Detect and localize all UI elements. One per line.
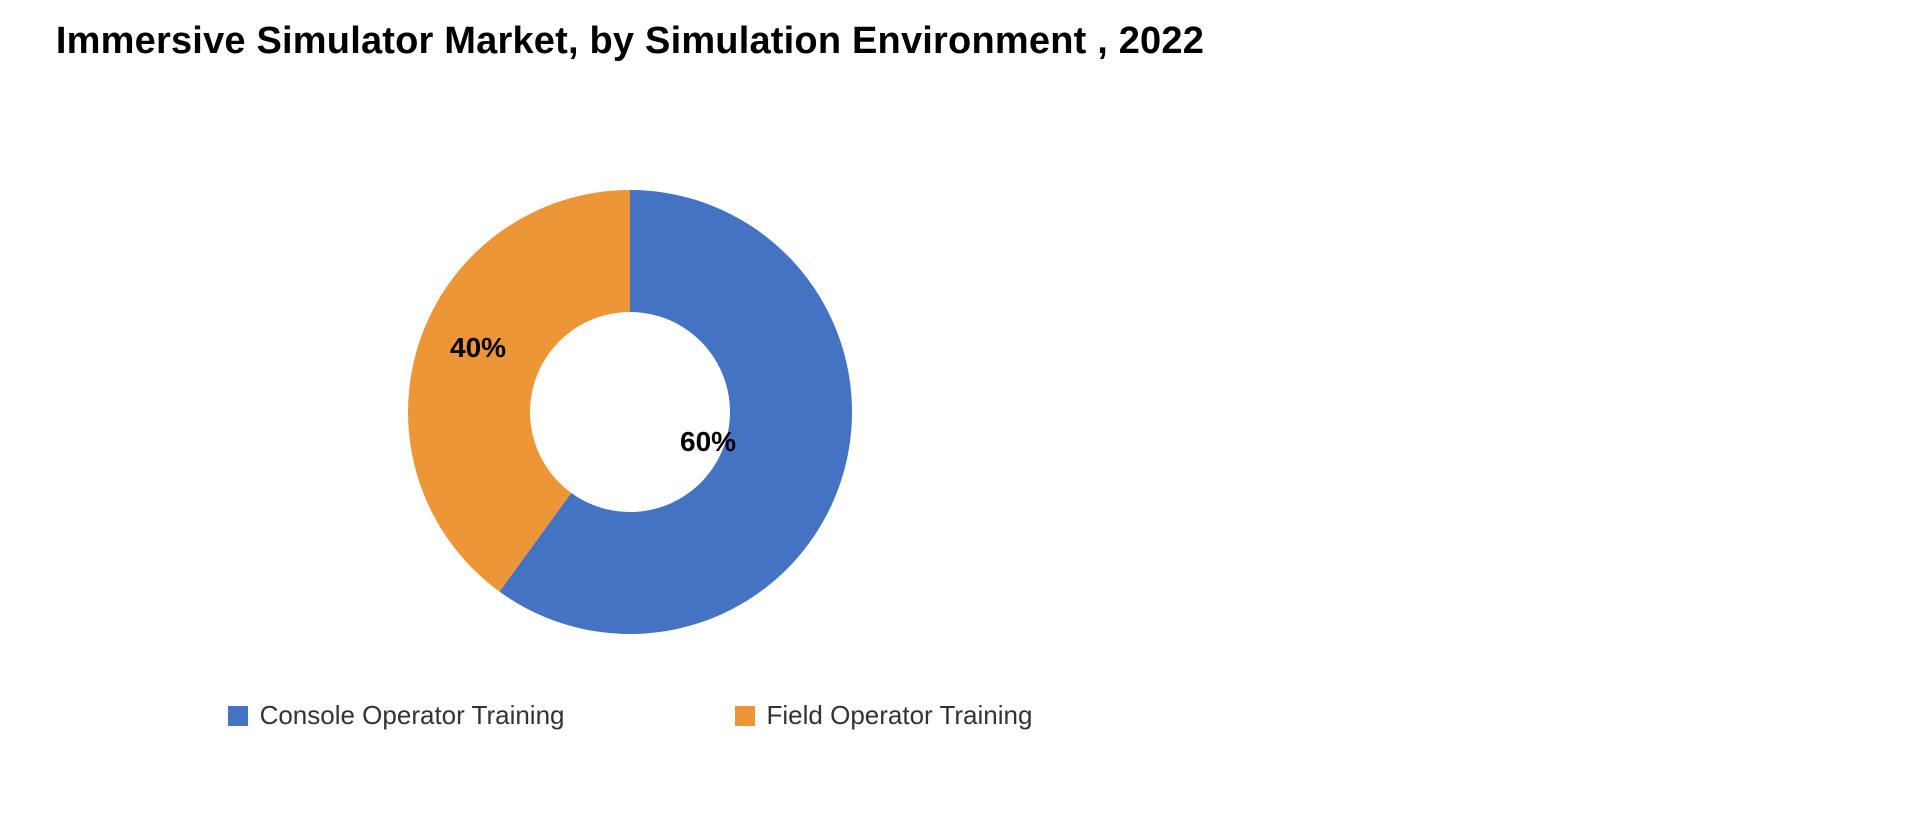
chart-title: Immersive Simulator Market, by Simulatio… bbox=[0, 18, 1260, 66]
legend-swatch-icon bbox=[228, 706, 248, 726]
donut-chart: 60% 40% bbox=[408, 190, 852, 634]
legend-item-console: Console Operator Training bbox=[228, 700, 565, 731]
slice-value-label: 40% bbox=[450, 332, 506, 364]
chart-legend: Console Operator Training Field Operator… bbox=[0, 700, 1260, 731]
legend-label: Field Operator Training bbox=[767, 700, 1033, 731]
legend-item-field: Field Operator Training bbox=[735, 700, 1033, 731]
chart-container: Immersive Simulator Market, by Simulatio… bbox=[0, 0, 1260, 818]
legend-swatch-icon bbox=[735, 706, 755, 726]
legend-label: Console Operator Training bbox=[260, 700, 565, 731]
slice-value-label: 60% bbox=[680, 426, 736, 458]
donut-chart-svg bbox=[408, 190, 852, 634]
